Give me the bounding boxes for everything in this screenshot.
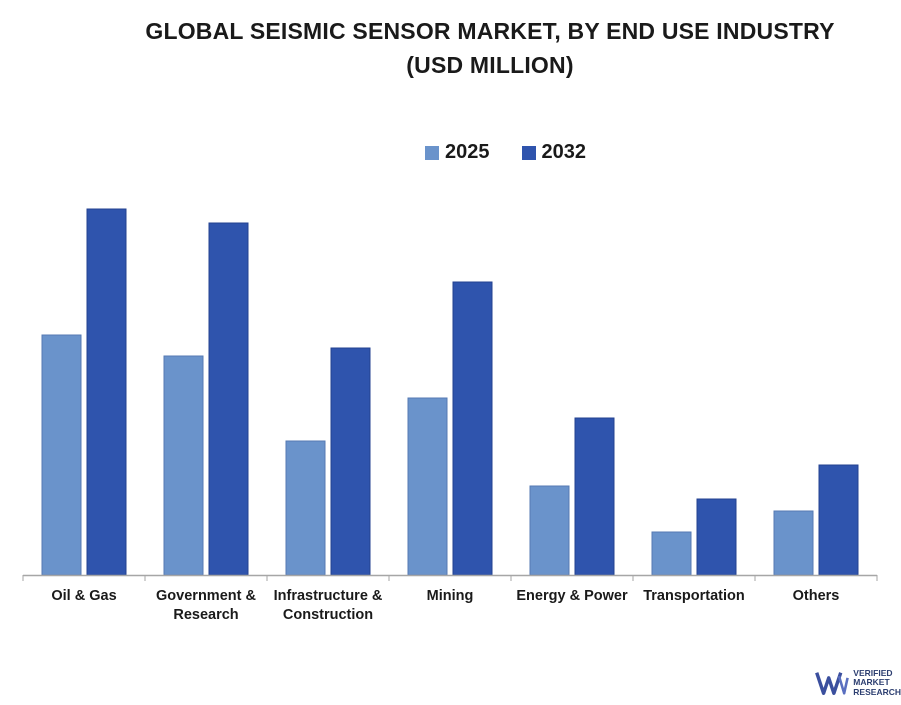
logo-line1: VERIFIED (853, 667, 893, 678)
x-tick-label-4-line-0: Energy & Power (516, 588, 628, 604)
bar-2032-6 (818, 464, 859, 576)
bar-2025-5 (651, 531, 692, 576)
x-tick-label-0-line-0: Oil & Gas (51, 588, 117, 604)
bar-2032-3 (452, 281, 493, 576)
x-tick-label-6-line-0: Others (792, 588, 840, 604)
x-tick-label-2-line-1: Construction (282, 607, 374, 623)
chart-title: GLOBAL SEISMIC SENSOR MARKET, BY END USE… (90, 14, 890, 82)
bar-2032-2 (330, 347, 371, 576)
x-tick-label-4: Energy & Power (507, 587, 637, 606)
x-tick-label-5-line-0: Transportation (643, 588, 745, 604)
x-tick-label-0: Oil & Gas (19, 587, 149, 606)
legend: 2025 2032 (0, 141, 901, 164)
bar-2025-4 (529, 485, 570, 576)
chart-title-line2: (USD MILLION) (406, 52, 574, 78)
x-tick-label-2: Infrastructure & Construction (263, 587, 393, 625)
legend-swatch-2032 (521, 145, 536, 160)
legend-item-2032: 2032 (512, 141, 587, 164)
x-tick-label-1: Government & Research (141, 587, 271, 625)
bar-2032-0 (86, 208, 127, 576)
x-tick-label-1-line-0: Government & (156, 588, 256, 604)
legend-label-2032: 2032 (541, 141, 587, 163)
bar-2025-2 (285, 440, 326, 576)
x-tick-label-6: Others (751, 587, 881, 606)
logo-line3: RESEARCH (853, 686, 901, 697)
legend-label-2025: 2025 (445, 141, 490, 163)
x-tick-label-3: Mining (385, 587, 515, 606)
x-tick-label-2-line-0: Infrastructure & (273, 588, 383, 604)
logo: VERIFIED MARKET RESEARCH (815, 664, 901, 702)
bar-2032-4 (574, 417, 615, 576)
legend-item-2025: 2025 (425, 141, 490, 164)
bar-2025-1 (163, 355, 204, 576)
logo-text: VERIFIED MARKET RESEARCH (853, 667, 901, 698)
legend-swatch-2025 (425, 145, 439, 160)
bar-2025-0 (41, 334, 82, 576)
bar-2032-5 (696, 498, 737, 576)
x-tick-label-3-line-0: Mining (426, 588, 474, 604)
bar-2032-1 (208, 222, 249, 576)
chart-title-line1: GLOBAL SEISMIC SENSOR MARKET, BY END USE… (145, 18, 835, 44)
x-tick-label-5: Transportation (629, 587, 759, 606)
vmr-logo-icon (815, 672, 849, 696)
bar-2025-6 (773, 510, 814, 576)
logo-line2: MARKET (853, 677, 890, 688)
x-tick-label-1-line-1: Research (173, 607, 239, 623)
bar-2025-3 (407, 397, 448, 576)
